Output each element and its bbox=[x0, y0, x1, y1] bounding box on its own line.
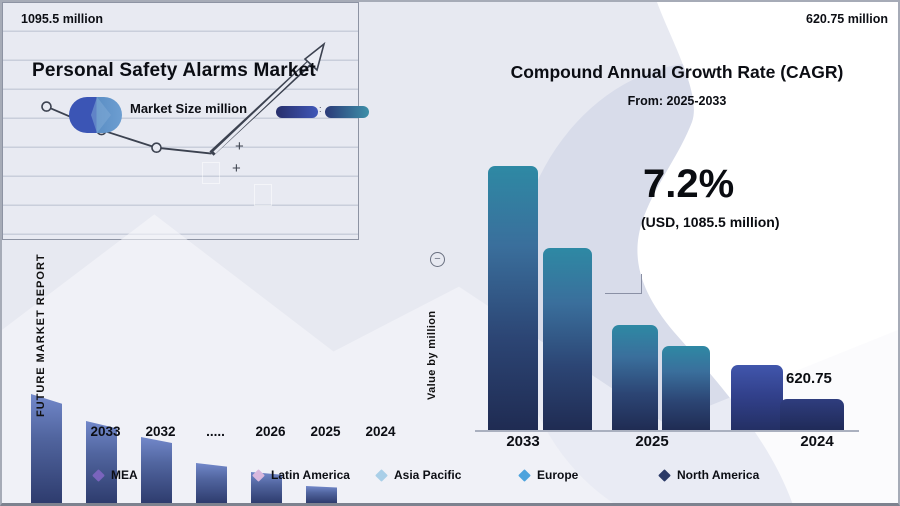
legend-marker-diamond-icon bbox=[518, 468, 531, 482]
x-axis-tick-label: 2026 bbox=[255, 424, 286, 439]
market-size-capsule-icon bbox=[69, 97, 122, 133]
cagr-bar bbox=[543, 248, 592, 431]
cagr-bar bbox=[488, 166, 538, 431]
legend-item: Asia Pacific bbox=[375, 468, 462, 482]
legend-marker-diamond-icon bbox=[92, 468, 105, 482]
plus-decoration-icon: + bbox=[232, 160, 241, 177]
legend-item: MEA bbox=[92, 468, 138, 482]
legend-item: Latin America bbox=[252, 468, 350, 482]
x-axis-tick-label: 2025 bbox=[310, 424, 341, 439]
report-side-label: FUTURE MARKET REPORT bbox=[35, 253, 47, 417]
x-axis-tick-label: 2025 bbox=[635, 433, 669, 450]
value-annotation-2024: 620.75 bbox=[786, 370, 832, 387]
x-axis-tick-label: 2033 bbox=[506, 433, 540, 450]
ratio-pill-icon bbox=[325, 106, 369, 118]
document-ghost-icon bbox=[202, 162, 220, 184]
legend-label: Europe bbox=[537, 468, 579, 482]
value-annotation-left: 1095.5 million bbox=[21, 12, 103, 26]
value-annotation-right: 620.75 million bbox=[806, 12, 888, 26]
x-axis-tick-label: 2024 bbox=[800, 433, 834, 450]
cagr-period-subtitle: From: 2025-2033 bbox=[627, 94, 727, 108]
ratio-separator: : bbox=[319, 104, 322, 114]
cagr-bar bbox=[731, 365, 783, 431]
step-callout-line bbox=[605, 274, 642, 294]
market-size-bar bbox=[141, 437, 172, 503]
trend-arrow-head bbox=[303, 41, 326, 72]
legend-marker-diamond-icon bbox=[375, 468, 388, 482]
y-axis-label: Value by million bbox=[426, 310, 438, 400]
trend-line-chart bbox=[41, 41, 326, 156]
x-axis-tick-label: 2024 bbox=[365, 424, 396, 439]
minus-circle-icon: − bbox=[430, 252, 445, 267]
x-axis-baseline bbox=[475, 430, 859, 432]
cagr-bar bbox=[662, 346, 710, 431]
market-size-bar bbox=[86, 421, 117, 503]
legend-label: Latin America bbox=[271, 468, 350, 482]
cagr-value: 7.2% bbox=[643, 162, 735, 206]
cagr-title: Compound Annual Growth Rate (CAGR) bbox=[510, 62, 844, 82]
legend-item: North America bbox=[658, 468, 760, 482]
ratio-pill-icon bbox=[276, 106, 318, 118]
x-axis-tick-label: ..... bbox=[206, 424, 225, 439]
page-title: Personal Safety Alarms Market bbox=[32, 60, 316, 81]
cagr-bar bbox=[612, 325, 658, 431]
cagr-bar bbox=[780, 399, 844, 431]
x-axis-tick-label: 2033 bbox=[90, 424, 121, 439]
market-size-bar bbox=[306, 486, 337, 503]
legend-marker-diamond-icon bbox=[252, 468, 265, 482]
market-size-bar bbox=[196, 463, 227, 503]
market-size-label: Market Size million bbox=[130, 101, 248, 116]
plus-decoration-icon: + bbox=[235, 138, 244, 155]
capsule-facet-icon bbox=[91, 97, 111, 133]
x-axis-tick-label: 2032 bbox=[145, 424, 176, 439]
market-size-bar bbox=[31, 394, 62, 503]
legend-marker-diamond-icon bbox=[658, 468, 671, 482]
legend-label: MEA bbox=[111, 468, 138, 482]
legend-label: Asia Pacific bbox=[394, 468, 462, 482]
cagr-usd-note: (USD, 1085.5 million) bbox=[641, 214, 780, 230]
legend-label: North America bbox=[677, 468, 760, 482]
legend-item: Europe bbox=[518, 468, 579, 482]
document-ghost-icon bbox=[254, 184, 272, 206]
